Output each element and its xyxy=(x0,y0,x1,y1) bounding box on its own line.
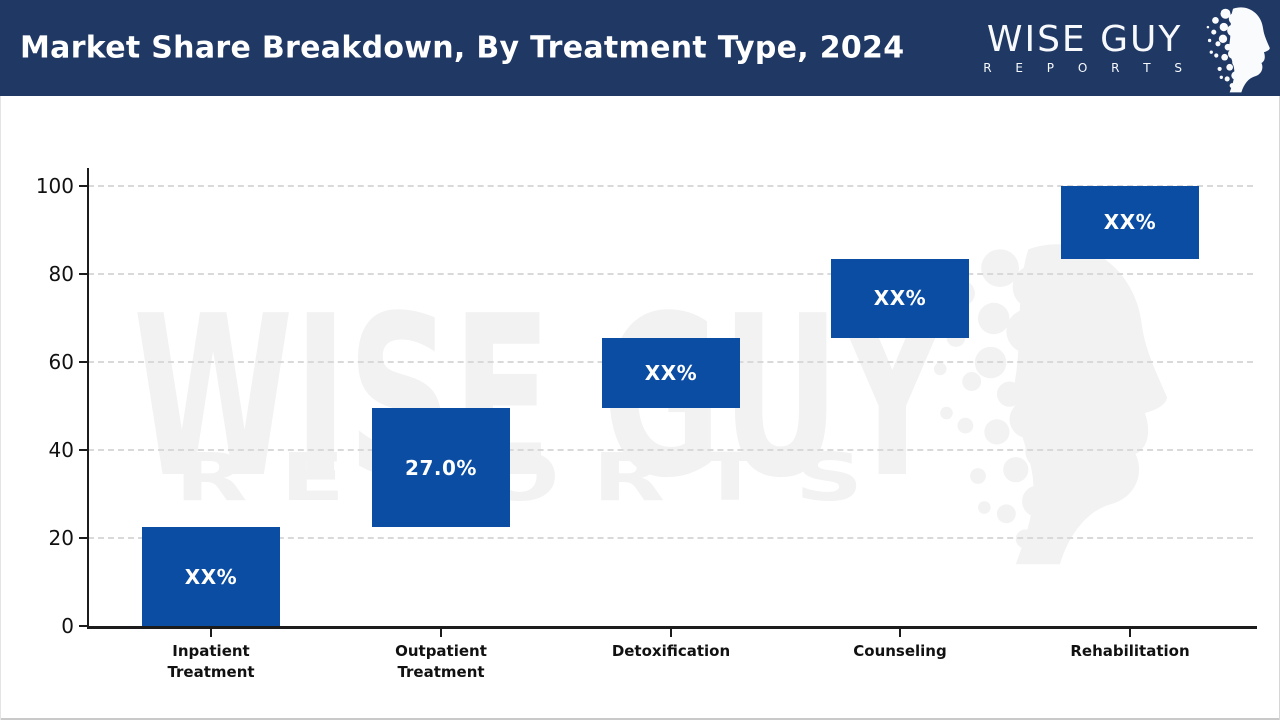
image-bottom-edge xyxy=(0,718,1280,720)
category-label-5: Rehabilitation xyxy=(1070,642,1190,660)
bar-value-label: XX% xyxy=(873,286,927,311)
ytick-mark-100 xyxy=(79,185,87,187)
bar-outpatient-treatment: 27.0% xyxy=(372,408,510,527)
ytick-label-0: 0 xyxy=(61,614,74,638)
x-axis-line xyxy=(87,626,1257,629)
watermark-subtitle: R E P O R T S xyxy=(175,439,863,516)
bar-rehabilitation: XX% xyxy=(1061,186,1199,259)
gridline-80 xyxy=(88,273,1253,275)
xlabels-layer: Inpatient Treatment Outpatient Treatment D… xyxy=(0,96,1280,720)
image-left-edge xyxy=(0,96,1,720)
ytick-label-40: 40 xyxy=(48,438,74,462)
bar-value-label: XX% xyxy=(1103,210,1157,235)
wiseguy-face-icon xyxy=(1206,7,1270,93)
ytick-mark-0 xyxy=(79,625,87,627)
ytick-mark-80 xyxy=(79,273,87,275)
xtick-mark-5 xyxy=(1129,629,1131,637)
bar-value-label: XX% xyxy=(184,564,238,589)
ytick-label-20: 20 xyxy=(48,526,74,550)
bars-layer: XX% 27.0% XX% XX% XX% xyxy=(0,96,1280,720)
watermark-wordmark: WISE GUY xyxy=(133,269,946,527)
ytick-mark-40 xyxy=(79,449,87,451)
wiseguy-logo-text: WISE GUY R E P O R T S xyxy=(977,19,1192,76)
category-label-4: Counseling xyxy=(853,642,947,660)
ytick-label-60: 60 xyxy=(48,350,74,374)
bar-counseling: XX% xyxy=(831,258,969,338)
logo-wordmark: WISE GUY xyxy=(986,19,1183,60)
ytick-mark-60 xyxy=(79,361,87,363)
page-title: Market Share Breakdown, By Treatment Typ… xyxy=(20,30,905,66)
bar-value-label: 27.0% xyxy=(405,455,477,480)
header-bar: Market Share Breakdown, By Treatment Typ… xyxy=(0,0,1280,96)
category-label-1: Inpatient Treatment xyxy=(167,642,255,681)
category-label-3: Detoxification xyxy=(611,642,731,660)
category-label-2: Outpatient Treatment xyxy=(395,642,487,681)
xtick-mark-3 xyxy=(670,629,672,637)
xtick-mark-2 xyxy=(440,629,442,637)
bar-detoxification: XX% xyxy=(602,337,740,409)
ytick-label-80: 80 xyxy=(48,262,74,286)
watermark: WISE GUY R E P O R T S xyxy=(133,244,1167,565)
xtick-mark-1 xyxy=(210,629,212,637)
gridline-40 xyxy=(88,449,1253,451)
gridline-100 xyxy=(88,185,1253,187)
chart-canvas: WISE GUY R E P O R T S 0 20 40 60 80 100 XX% 2… xyxy=(0,96,1280,720)
ytick-label-100: 100 xyxy=(35,174,74,198)
ytick-mark-20 xyxy=(79,537,87,539)
wiseguy-logo: WISE GUY R E P O R T S xyxy=(977,2,1270,94)
bar-inpatient-treatment: XX% xyxy=(142,527,280,626)
bar-value-label: XX% xyxy=(644,360,698,385)
logo-subtitle: R E P O R T S xyxy=(983,61,1192,75)
axis-layer: 0 20 40 60 80 100 xyxy=(0,96,1280,720)
xtick-mark-4 xyxy=(899,629,901,637)
gridline-20 xyxy=(88,537,1253,539)
y-axis-line xyxy=(87,168,89,626)
